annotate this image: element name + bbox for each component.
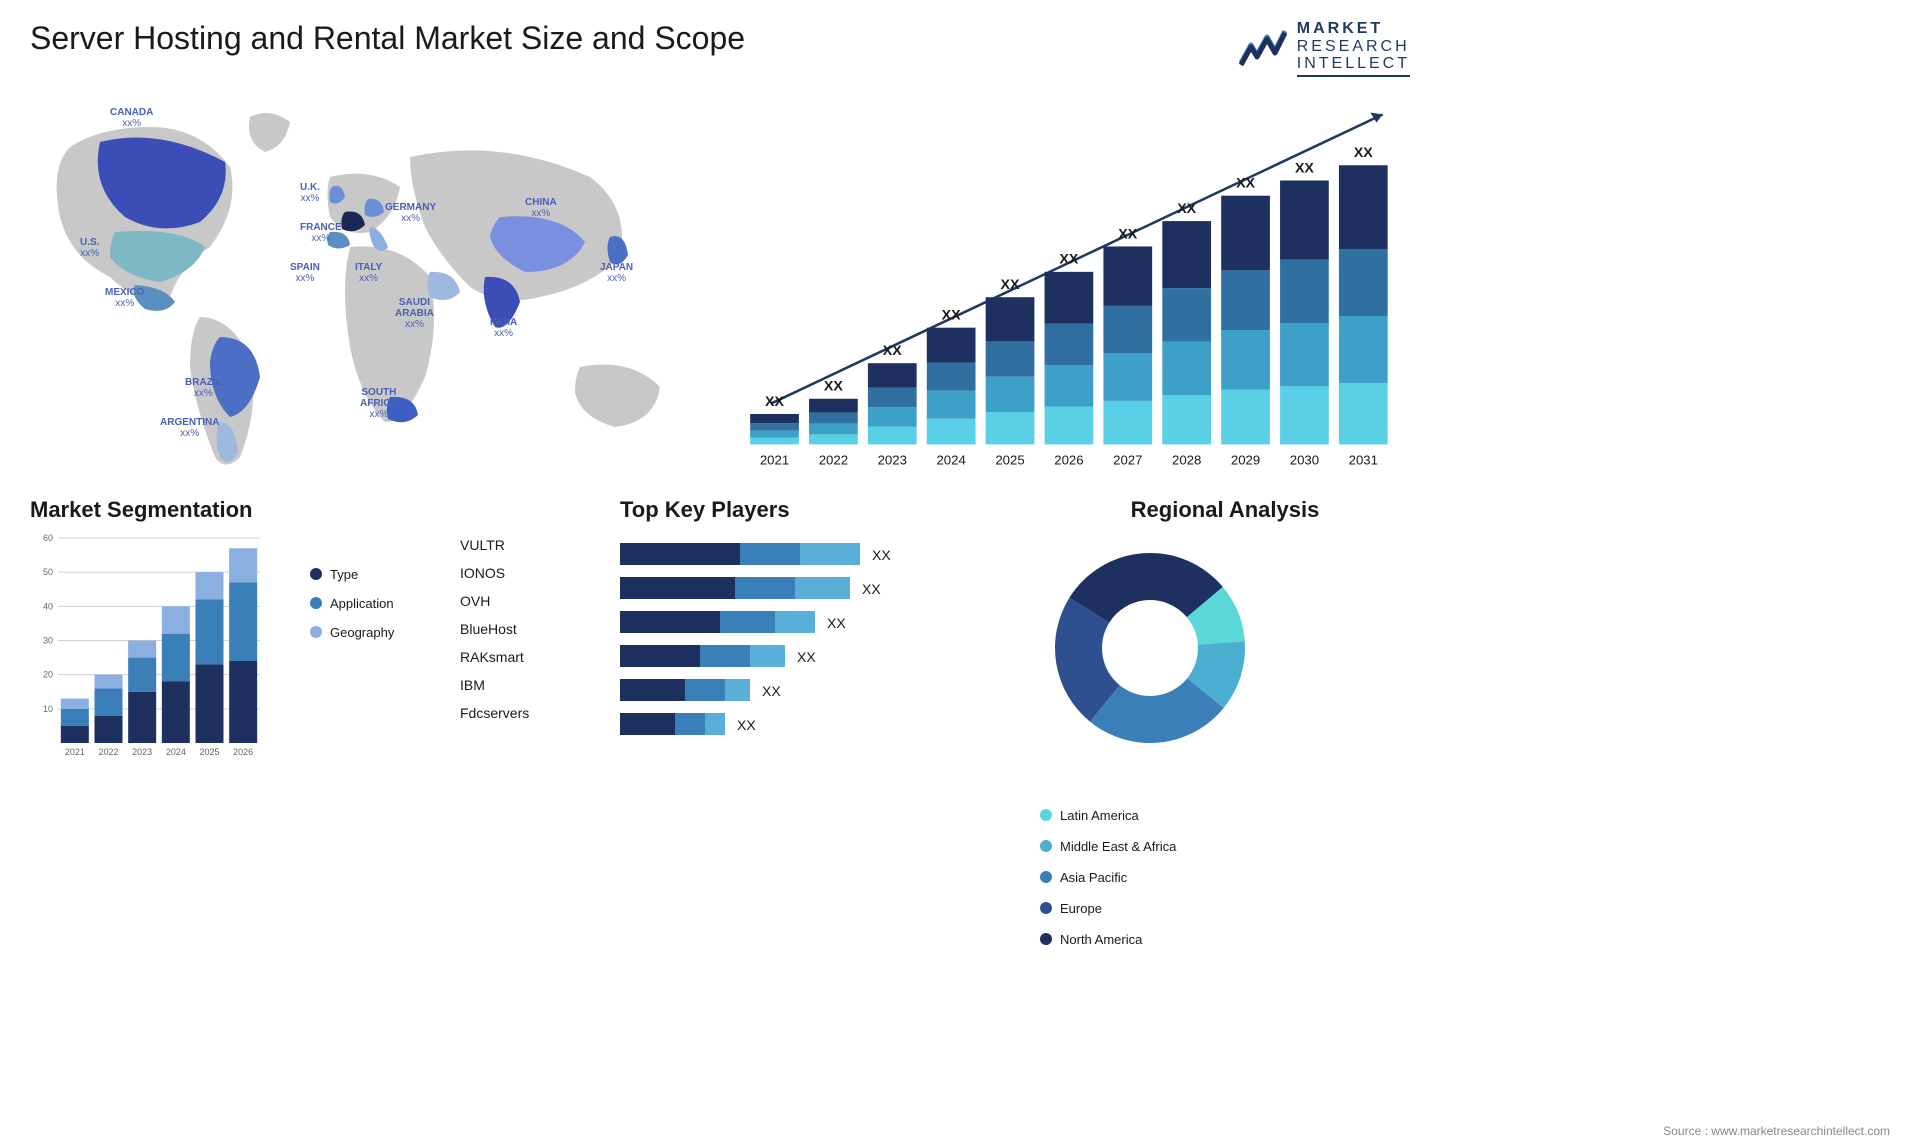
svg-text:60: 60 [43, 533, 53, 543]
svg-text:2026: 2026 [233, 747, 253, 757]
regional-panel: Regional Analysis Latin AmericaMiddle Ea… [1040, 497, 1410, 777]
page-title: Server Hosting and Rental Market Size an… [30, 20, 745, 57]
svg-text:2023: 2023 [132, 747, 152, 757]
players-title: Top Key Players [620, 497, 1020, 523]
svg-text:50: 50 [43, 567, 53, 577]
segmentation-panel: Market Segmentation 10 20 30 40 50 60 2021 2022… [30, 497, 290, 777]
map-label: ARGENTINAxx% [160, 417, 219, 439]
svg-text:2028: 2028 [1172, 453, 1201, 468]
svg-text:2023: 2023 [878, 453, 907, 468]
legend-item: Type [310, 567, 440, 582]
map-label: MEXICOxx% [105, 287, 144, 309]
logo-text-2: RESEARCH [1297, 38, 1410, 56]
source-text: Source : www.marketresearchintellect.com [1663, 1124, 1890, 1138]
svg-text:XX: XX [1059, 252, 1078, 268]
map-label: CHINAxx% [525, 197, 557, 219]
map-label: BRAZILxx% [185, 377, 222, 399]
svg-text:2031: 2031 [1349, 453, 1378, 468]
svg-text:XX: XX [797, 649, 816, 665]
svg-text:XX: XX [872, 547, 891, 563]
svg-text:2029: 2029 [1231, 453, 1260, 468]
segmentation-title: Market Segmentation [30, 497, 290, 523]
map-label: INDIAxx% [490, 317, 517, 339]
svg-text:XX: XX [1354, 145, 1373, 161]
map-label: ITALYxx% [355, 262, 382, 284]
players-chart: XX XX XX XX XX XX [620, 533, 1000, 763]
svg-text:2030: 2030 [1290, 453, 1319, 468]
map-label: SAUDIARABIAxx% [395, 297, 434, 330]
regional-donut [1040, 533, 1260, 753]
svg-text:2025: 2025 [995, 453, 1024, 468]
svg-text:2024: 2024 [936, 453, 965, 468]
svg-text:XX: XX [762, 683, 781, 699]
legend-item: Application [310, 596, 440, 611]
svg-text:2024: 2024 [166, 747, 186, 757]
player-name: VULTR [460, 537, 600, 553]
svg-text:XX: XX [737, 717, 756, 733]
map-label: SOUTHAFRICAxx% [360, 387, 398, 420]
player-name: RAKsmart [460, 649, 600, 665]
segmentation-chart: 10 20 30 40 50 60 2021 2022 2023 2024 2025 2026 [30, 533, 260, 763]
regional-title: Regional Analysis [1040, 497, 1410, 523]
map-label: U.K.xx% [300, 182, 320, 204]
svg-text:XX: XX [1177, 201, 1196, 217]
player-name: BlueHost [460, 621, 600, 637]
svg-text:XX: XX [1118, 226, 1137, 242]
world-map-panel: CANADAxx% U.S.xx% MEXICOxx% BRAZILxx% ARGENT… [30, 87, 710, 477]
map-label: GERMANYxx% [385, 202, 436, 224]
legend-item: Middle East & Africa [1040, 839, 1410, 854]
logo-icon [1239, 23, 1289, 73]
svg-text:XX: XX [862, 581, 881, 597]
svg-text:40: 40 [43, 601, 53, 611]
svg-text:2021: 2021 [65, 747, 85, 757]
svg-text:XX: XX [883, 343, 902, 359]
legend-item: North America [1040, 932, 1410, 947]
map-label: U.S.xx% [80, 237, 99, 259]
svg-text:XX: XX [824, 378, 843, 394]
map-label: JAPANxx% [600, 262, 633, 284]
players-list-panel: VULTR IONOS OVH BlueHost RAKsmart IBM Fdcserve… [460, 497, 600, 777]
player-name: OVH [460, 593, 600, 609]
logo-text-3: INTELLECT [1297, 55, 1410, 77]
map-label: CANADAxx% [110, 107, 153, 129]
legend-item: Latin America [1040, 808, 1410, 823]
logo-text-1: MARKET [1297, 20, 1410, 38]
growth-chart-panel: XX 2021 XX 2022 XX 2023 XX 2024 XX 2025 XX 2026 XX 20… [740, 87, 1410, 477]
svg-text:2022: 2022 [98, 747, 118, 757]
svg-text:XX: XX [1295, 160, 1314, 176]
svg-text:2026: 2026 [1054, 453, 1083, 468]
map-label: FRANCExx% [300, 222, 342, 244]
svg-text:2021: 2021 [760, 453, 789, 468]
map-label: SPAINxx% [290, 262, 320, 284]
legend-item: Europe [1040, 901, 1410, 916]
svg-text:XX: XX [942, 307, 961, 323]
player-name: IBM [460, 677, 600, 693]
svg-text:30: 30 [43, 635, 53, 645]
svg-text:XX: XX [1001, 277, 1020, 293]
brand-logo: MARKET RESEARCH INTELLECT [1239, 20, 1410, 77]
svg-text:XX: XX [765, 394, 784, 410]
svg-text:XX: XX [827, 615, 846, 631]
svg-text:20: 20 [43, 669, 53, 679]
player-name: IONOS [460, 565, 600, 581]
player-name: Fdcservers [460, 705, 600, 721]
svg-text:2022: 2022 [819, 453, 848, 468]
legend-item: Geography [310, 625, 440, 640]
players-panel: Top Key Players XX XX XX XX XX XX [620, 497, 1020, 777]
svg-text:2025: 2025 [199, 747, 219, 757]
legend-item: Asia Pacific [1040, 870, 1410, 885]
growth-chart: XX 2021 XX 2022 XX 2023 XX 2024 XX 2025 XX 2026 XX 20… [740, 87, 1410, 477]
svg-text:XX: XX [1236, 175, 1255, 191]
svg-text:2027: 2027 [1113, 453, 1142, 468]
svg-text:10: 10 [43, 704, 53, 714]
segmentation-legend-panel: Type Application Geography [310, 497, 440, 777]
